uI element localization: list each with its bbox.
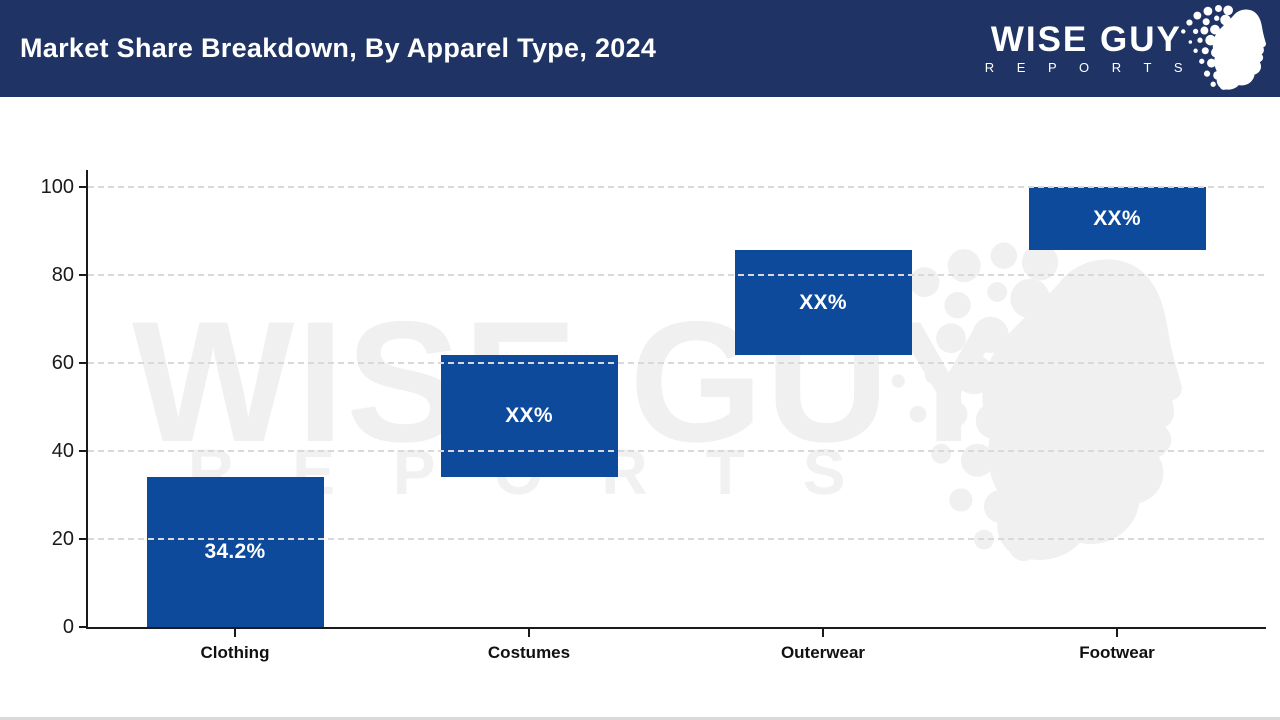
logo-subtitle: R E P O R T S xyxy=(984,59,1192,75)
x-category-label: Outerwear xyxy=(780,643,866,662)
y-tick xyxy=(79,186,87,188)
y-tick-label: 20 xyxy=(51,528,74,550)
x-category-label: Clothing xyxy=(200,643,270,662)
wise-guy-logo: WISE GUY R E P O R T S xyxy=(981,5,1266,93)
header-bar: Market Share Breakdown, By Apparel Type,… xyxy=(0,0,1280,97)
y-tick xyxy=(79,362,87,364)
bar-value-label: XX% xyxy=(505,403,553,427)
y-tick xyxy=(79,450,87,452)
bar-value-label: XX% xyxy=(799,290,847,314)
y-tick-label: 60 xyxy=(51,352,74,374)
y-tick-label: 40 xyxy=(51,440,74,462)
bar-outerwear: XX% xyxy=(734,250,912,356)
bar-value-label: XX% xyxy=(1093,206,1141,230)
gridline-40 xyxy=(88,450,1264,452)
x-category-label: Costumes xyxy=(487,643,571,662)
y-axis-line xyxy=(86,170,88,629)
gridline-80 xyxy=(88,274,1264,276)
y-tick-label: 80 xyxy=(51,264,74,286)
logo-name: WISE GUY xyxy=(990,20,1182,60)
x-category-label: Footwear xyxy=(1079,643,1155,662)
y-tick xyxy=(79,626,87,628)
bar-footwear: XX% xyxy=(1028,187,1206,251)
bottom-divider xyxy=(0,717,1280,720)
bar-clothing: 34.2% xyxy=(146,476,324,627)
x-tick xyxy=(822,629,824,637)
y-tick-label: 0 xyxy=(62,616,74,638)
x-axis-line xyxy=(86,627,1266,629)
y-tick xyxy=(79,274,87,276)
gridline-60 xyxy=(88,362,1264,364)
x-tick xyxy=(1116,629,1118,637)
bar-value-label: 34.2% xyxy=(204,539,266,563)
logo-wordmark: WISE GUY R E P O R T S xyxy=(981,20,1192,75)
gridline-20 xyxy=(88,538,1264,540)
bar-costumes: XX% xyxy=(440,355,618,477)
y-tick xyxy=(79,538,87,540)
chart-title: Market Share Breakdown, By Apparel Type,… xyxy=(20,33,657,63)
gridline-100 xyxy=(88,186,1264,188)
x-tick xyxy=(528,629,530,637)
y-tick-label: 100 xyxy=(40,176,74,198)
x-tick xyxy=(234,629,236,637)
